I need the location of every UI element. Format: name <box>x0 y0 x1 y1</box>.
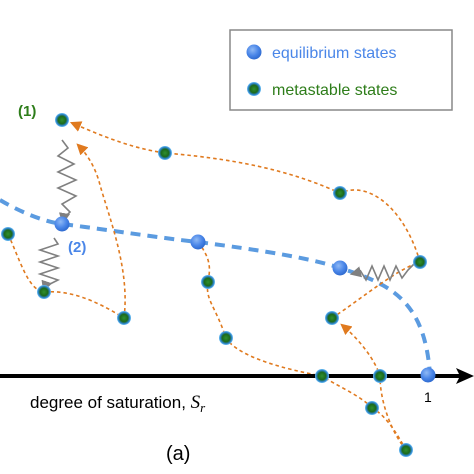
x-axis-tick-one: 1 <box>424 389 432 405</box>
metastable-point <box>1 227 15 241</box>
path-44-arc <box>43 290 125 319</box>
legend-metastable-label: metastable states <box>272 82 397 99</box>
metastable-states <box>1 113 427 457</box>
metastable-point <box>37 285 51 299</box>
metastable-point <box>158 146 172 160</box>
legend-box <box>229 29 453 111</box>
path-208-down <box>206 281 323 377</box>
path-332-to-eq1 <box>331 261 421 319</box>
equilibrium-point <box>54 216 70 232</box>
metastable-point <box>201 275 215 289</box>
x-axis-label: degree of saturation, Sr <box>30 392 206 415</box>
metastable-point <box>219 331 233 345</box>
metastable-point <box>373 369 387 383</box>
metastable-point <box>365 401 379 415</box>
spring-1 <box>56 139 78 219</box>
metastable-point <box>325 311 339 325</box>
legend-equilibrium-label: equilibrium states <box>272 45 397 62</box>
legend-metastable-marker <box>247 82 261 96</box>
equilibrium-point <box>332 260 348 276</box>
annotation-point-2: (2) <box>68 239 86 256</box>
equilibrium-point <box>420 367 436 383</box>
springs <box>37 139 415 293</box>
equilibrium-curve <box>0 198 432 376</box>
spring-2 <box>37 237 61 287</box>
metastable-point <box>117 311 131 325</box>
x-axis <box>0 368 474 384</box>
equilibrium-states <box>54 216 436 383</box>
path-from-406 <box>340 323 407 451</box>
figure-caption: (a) <box>166 443 190 465</box>
metastable-point <box>333 186 347 200</box>
legend-equilibrium-marker <box>246 44 262 60</box>
legend: equilibrium states metastable states <box>229 29 453 111</box>
metastable-point <box>315 369 329 383</box>
metastable-point <box>399 443 413 457</box>
annotation-point-1: (1) <box>18 103 36 120</box>
metastable-point <box>413 255 427 269</box>
path-left-to-44 <box>7 233 45 293</box>
equilibrium-point <box>190 234 206 250</box>
path-top-arc <box>69 121 421 263</box>
path-372-to-322 <box>321 375 373 409</box>
spring-3 <box>359 263 415 283</box>
metastable-point <box>55 113 69 127</box>
path-down-to-124 <box>76 143 126 319</box>
